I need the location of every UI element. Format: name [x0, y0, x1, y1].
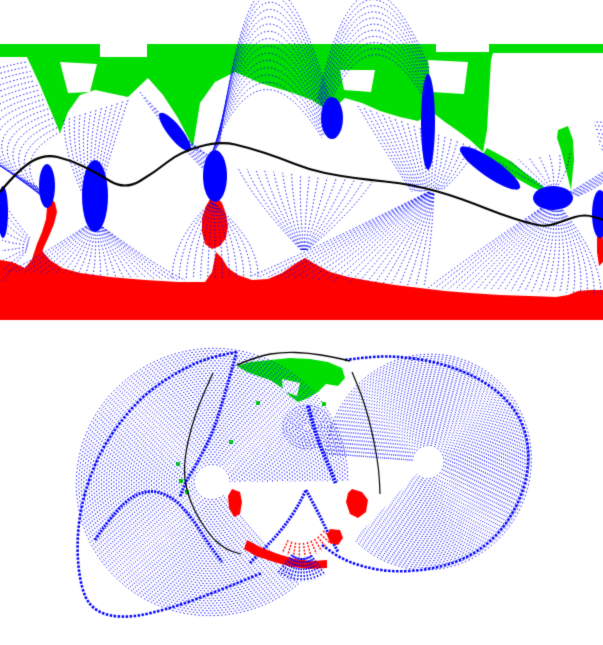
- synoptic-map-panel: [0, 0, 603, 340]
- sphere-view-panel: [0, 340, 603, 645]
